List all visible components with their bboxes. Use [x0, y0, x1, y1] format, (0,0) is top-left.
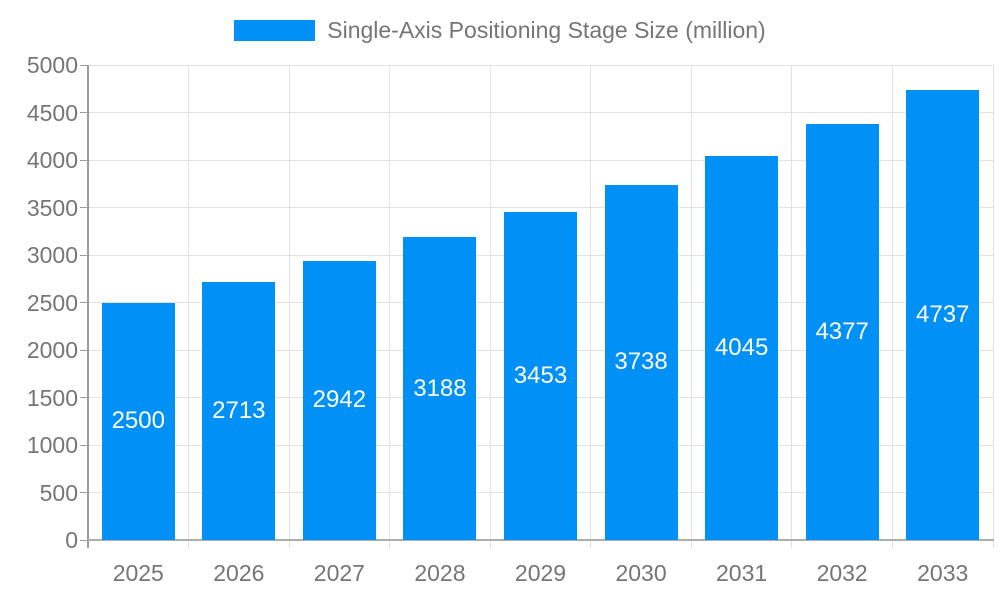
y-gridline	[88, 159, 993, 161]
bar-2029[interactable]: 3453	[504, 211, 577, 540]
y-axis-tick-label: 5000	[26, 52, 78, 78]
category-gridline	[791, 65, 793, 548]
y-gridline	[88, 64, 993, 66]
bar-2033[interactable]: 4737	[906, 89, 980, 540]
bar-value-label: 4045	[714, 333, 769, 361]
y-axis-tick-label: 4000	[26, 147, 78, 173]
bar-2028[interactable]: 3188	[403, 237, 477, 540]
bar-2031[interactable]: 4045	[705, 155, 779, 540]
bar-2032[interactable]: 4377	[805, 124, 879, 540]
y-axis-tick-label: 2000	[26, 337, 78, 363]
y-axis-tick	[80, 397, 88, 398]
y-axis-tick	[80, 254, 88, 256]
y-axis-tick	[80, 302, 88, 303]
category-gridline	[891, 65, 893, 548]
category-gridline	[590, 65, 592, 548]
bar-value-label: 2942	[312, 386, 367, 414]
y-axis-tick-label: 0	[65, 527, 78, 553]
bar-value-label: 4377	[815, 318, 869, 346]
bar-value-label: 3738	[614, 348, 668, 376]
bar-value-label: 4737	[916, 300, 970, 328]
bar-2026[interactable]: 2713	[202, 282, 276, 540]
x-axis-tick-label: 2032	[816, 560, 868, 586]
chart-legend[interactable]: Single-Axis Positioning Stage Size (mill…	[0, 13, 1000, 47]
category-gridline	[389, 65, 391, 548]
y-axis-tick	[80, 539, 88, 541]
x-axis-tick-label: 2029	[514, 560, 567, 586]
legend-swatch	[234, 19, 316, 41]
legend-label: Single-Axis Positioning Stage Size (mill…	[327, 16, 766, 43]
y-gridline	[88, 207, 993, 208]
bar-value-label: 3188	[413, 374, 467, 402]
y-axis-tick-label: 3000	[26, 242, 78, 268]
y-axis-tick-label: 4500	[26, 99, 78, 126]
y-axis-tick	[80, 64, 88, 66]
x-axis-tick-label: 2026	[213, 560, 265, 586]
category-gridline	[992, 65, 994, 548]
y-axis-tick	[80, 207, 88, 208]
y-axis-tick-label: 3500	[26, 194, 78, 221]
category-gridline	[690, 65, 692, 548]
y-axis-tick	[80, 159, 88, 161]
x-axis-tick-label: 2028	[414, 560, 466, 586]
y-axis-line	[87, 65, 89, 548]
bar-2027[interactable]: 2942	[302, 260, 376, 540]
bar-value-label: 2500	[111, 407, 165, 435]
y-axis-tick	[80, 444, 88, 446]
y-axis-tick	[80, 349, 88, 351]
bar-2025[interactable]: 2500	[101, 302, 175, 540]
x-axis-line	[88, 539, 994, 541]
y-gridline	[88, 112, 993, 113]
category-gridline	[288, 65, 290, 548]
x-axis-tick-label: 2031	[716, 560, 768, 586]
bar-value-label: 3453	[513, 361, 568, 389]
x-axis-tick-label: 2033	[917, 560, 969, 586]
y-axis-tick-label: 500	[39, 479, 78, 506]
category-gridline	[188, 65, 190, 548]
y-axis-tick-label: 1000	[26, 432, 78, 458]
bar-value-label: 2713	[212, 397, 266, 425]
bar-2030[interactable]: 3738	[604, 184, 678, 540]
x-axis-tick-label: 2025	[112, 560, 164, 586]
y-axis-tick	[80, 112, 88, 113]
x-axis-tick-label: 2027	[313, 560, 365, 586]
y-axis-tick-label: 1500	[26, 384, 78, 411]
category-gridline	[489, 65, 491, 548]
y-axis-tick-label: 2500	[26, 289, 78, 316]
x-axis-tick-label: 2030	[615, 560, 667, 586]
y-axis-tick	[80, 492, 88, 493]
